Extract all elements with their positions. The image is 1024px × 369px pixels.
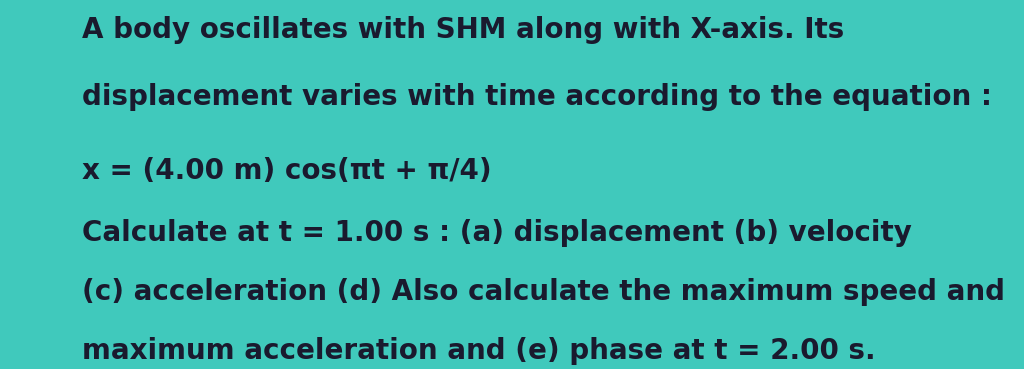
Text: displacement varies with time according to the equation :: displacement varies with time according … — [82, 83, 992, 111]
Text: maximum acceleration and (e) phase at t = 2.00 s.: maximum acceleration and (e) phase at t … — [82, 337, 876, 365]
Text: Calculate at t = 1.00 s : (a) displacement (b) velocity: Calculate at t = 1.00 s : (a) displaceme… — [82, 219, 911, 247]
Text: (c) acceleration (d) Also calculate the maximum speed and: (c) acceleration (d) Also calculate the … — [82, 278, 1005, 306]
Text: A body oscillates with SHM along with X-axis. Its: A body oscillates with SHM along with X-… — [82, 16, 844, 44]
Text: x = (4.00 m) cos(πt + π/4): x = (4.00 m) cos(πt + π/4) — [82, 156, 492, 184]
